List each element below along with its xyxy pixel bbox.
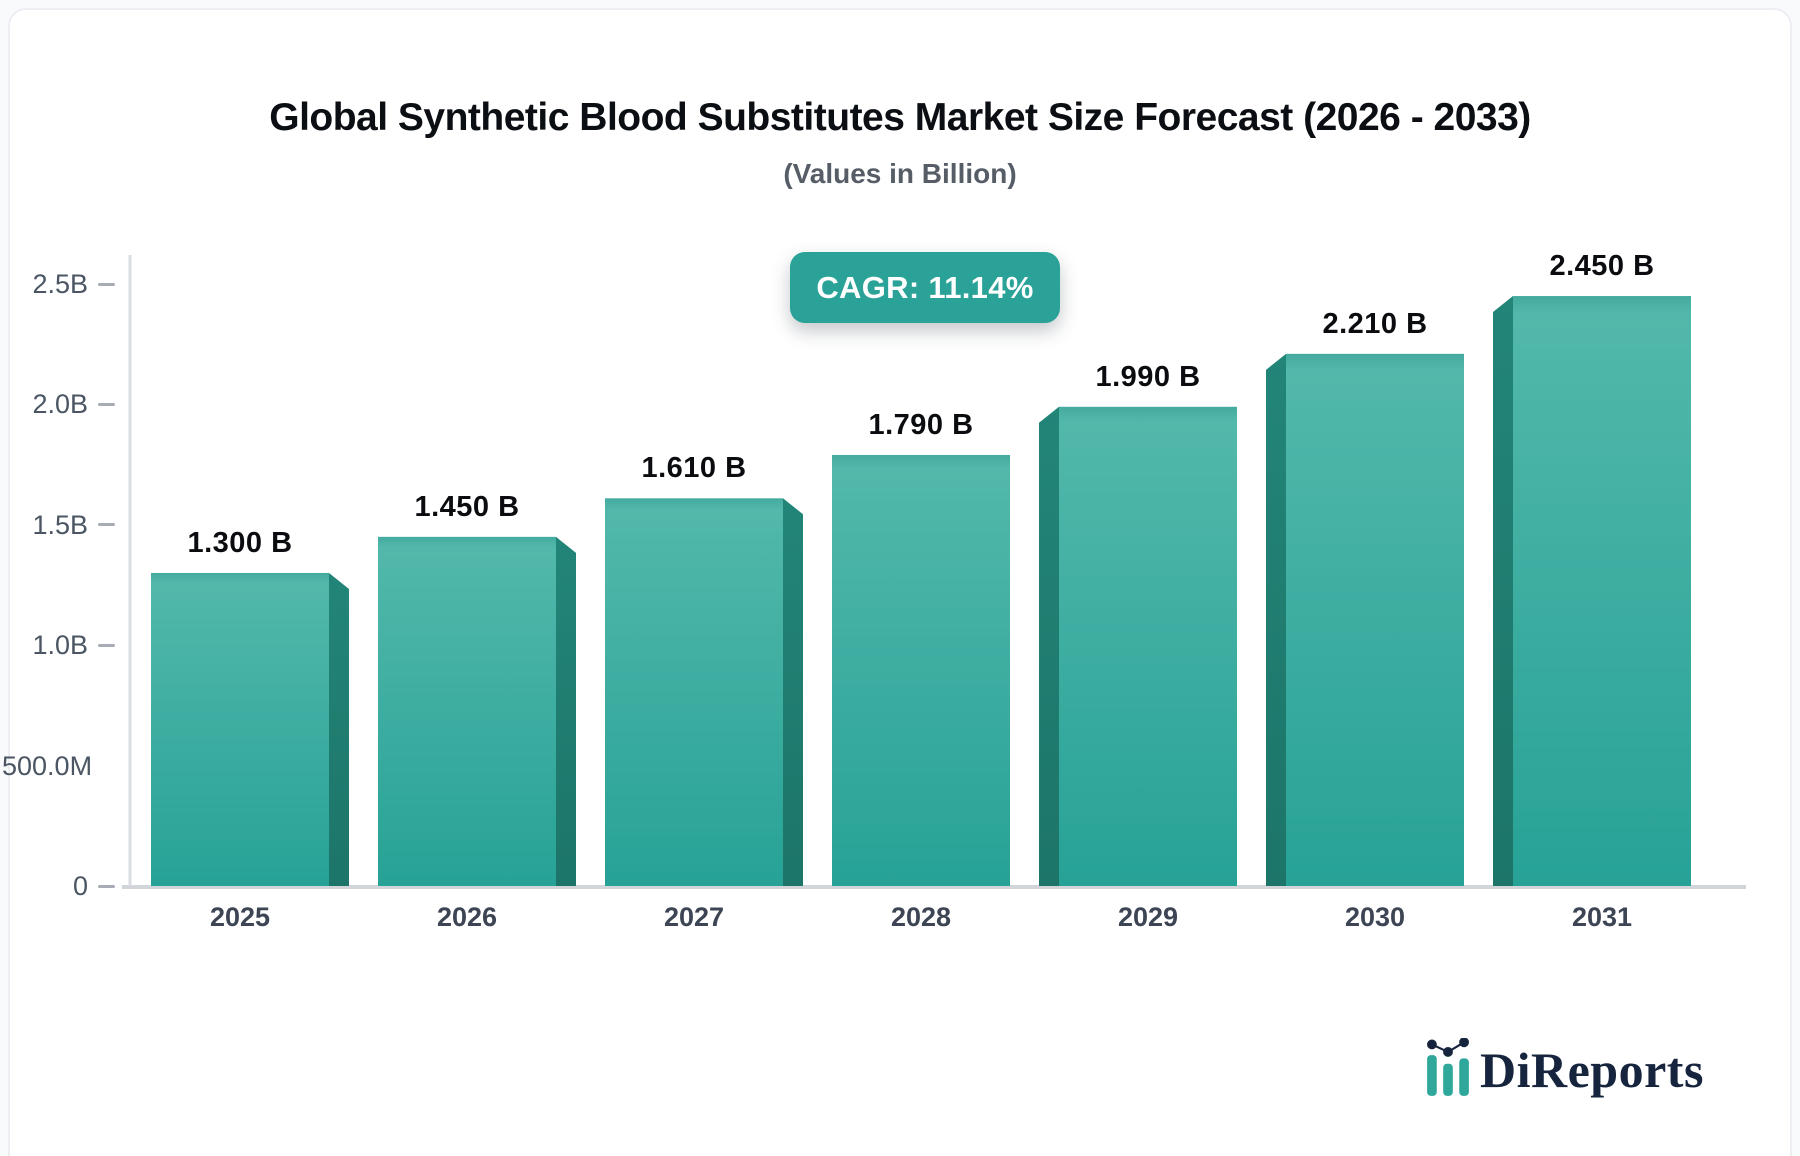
y-axis-tick-mark — [98, 402, 115, 406]
x-axis-line — [122, 885, 1746, 889]
y-axis-tick-mark — [98, 282, 115, 286]
y-axis-tick-label: 1.5B — [32, 509, 88, 540]
x-axis-tick-label: 2025 — [209, 902, 271, 932]
bar[interactable]: 2031: 2.450 B — [1513, 296, 1691, 886]
bar[interactable]: 2027: 1.610 B — [605, 498, 783, 886]
chart-title: Global Synthetic Blood Substitutes Marke… — [269, 96, 1531, 139]
bar[interactable]: 2029: 1.990 B — [1059, 406, 1237, 886]
x-axis-tick-label: 2029 — [1117, 902, 1179, 932]
bar-value-label: 2.210 B — [1322, 307, 1428, 340]
x-axis-tick-label: 2027 — [663, 902, 725, 932]
bar-side — [329, 572, 349, 886]
y-axis-tick-label: 1.0B — [32, 630, 88, 661]
cagr-badge-label: CAGR: 11.14% — [816, 269, 1034, 305]
bar-side — [1039, 406, 1059, 886]
bar-side — [1493, 296, 1513, 886]
cagr-badge: CAGR: 11.14% — [790, 252, 1060, 323]
brand-logo: DiReports — [1424, 1036, 1704, 1098]
y-axis-tick-mark — [98, 523, 115, 527]
bar-value-label: 1.990 B — [1095, 360, 1201, 393]
bar-value-label: 1.300 B — [187, 526, 293, 559]
y-axis-tick-label: 500.0M — [2, 750, 93, 781]
x-axis-tick-label: 2028 — [890, 902, 952, 932]
bar-value-label: 2.450 B — [1549, 250, 1655, 283]
bar-value-label: 1.450 B — [414, 490, 520, 523]
y-axis-tick-label: 2.5B — [32, 269, 88, 299]
bar[interactable]: 2028: 1.790 B — [832, 454, 1010, 886]
bar-side — [556, 536, 576, 886]
bar[interactable]: 2030: 2.210 B — [1286, 353, 1464, 886]
bar[interactable]: 2026: 1.450 B — [378, 536, 556, 886]
x-axis-tick-label: 2026 — [436, 902, 498, 932]
y-axis-line — [128, 255, 132, 886]
bar[interactable]: 2025: 1.300 B — [151, 572, 329, 886]
bar-value-label: 1.790 B — [868, 408, 974, 441]
y-axis-tick-label: 0 — [72, 871, 88, 901]
y-axis-tick-label: 2.0B — [32, 389, 88, 420]
x-axis-tick-label: 2031 — [1571, 902, 1633, 932]
chart-subtitle: (Values in Billion) — [783, 158, 1017, 189]
logo-bars-icon — [1427, 1038, 1469, 1096]
y-axis-tick-mark — [98, 643, 115, 647]
bar-side — [1266, 353, 1286, 886]
logo-text: DiReports — [1480, 1042, 1704, 1098]
bar-value-label: 1.610 B — [641, 452, 747, 485]
y-axis-tick-mark — [98, 884, 115, 888]
x-axis-tick-label: 2030 — [1344, 902, 1406, 932]
bar-side — [783, 498, 803, 886]
